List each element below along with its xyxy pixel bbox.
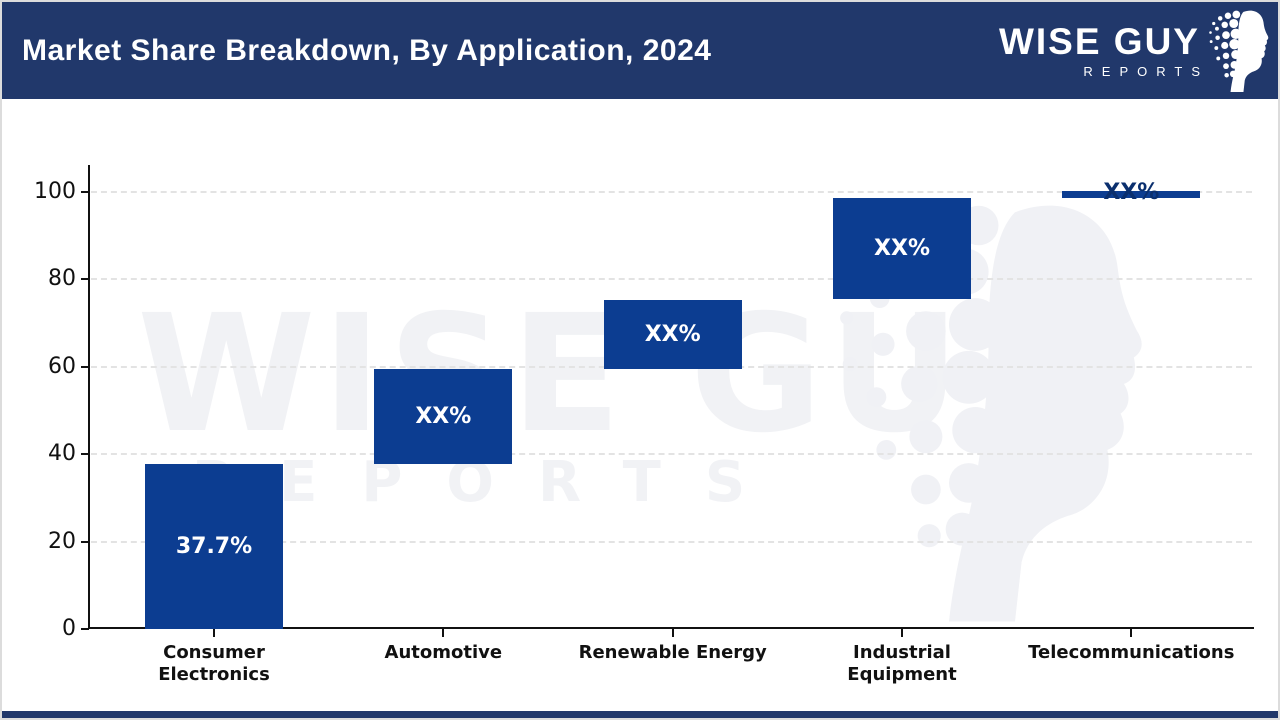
x-tick-consumer-electronics	[213, 629, 215, 637]
x-axis-label-telecommunications: Telecommunications	[1028, 642, 1235, 663]
gridline-100	[91, 191, 1252, 193]
y-tick-label-40: 40	[48, 441, 76, 467]
y-tick-60	[81, 365, 89, 368]
x-tick-telecommunications	[1130, 629, 1133, 637]
bar-telecommunications	[1062, 190, 1201, 199]
y-axis	[88, 165, 90, 629]
page-title: Market Share Breakdown, By Application, …	[22, 34, 712, 67]
y-tick-label-0: 0	[62, 616, 76, 641]
y-tick-label-60: 60	[48, 353, 76, 379]
header-bar: Market Share Breakdown, By Application, …	[2, 2, 1278, 99]
waterfall-chart: 0 20 40 60 80 100 37.7% Consumer Electronics XX%…	[2, 99, 1278, 715]
x-axis-label-consumer-electronics: Consumer Electronics	[158, 642, 270, 685]
bar-value-automotive: XX%	[415, 404, 472, 430]
x-axis	[88, 627, 1254, 629]
logo-text: WISE GUY REPORTS	[998, 20, 1200, 79]
bar-value-renewable-energy: XX%	[644, 321, 701, 347]
y-tick-20	[81, 540, 89, 543]
logo-head-icon	[1204, 8, 1270, 92]
y-tick-40	[81, 453, 89, 456]
gridline-20	[91, 540, 1252, 543]
x-axis-label-renewable-energy: Renewable Energy	[578, 642, 767, 663]
bar-industrial-equipment: XX%	[833, 198, 971, 300]
y-tick-80	[81, 278, 89, 281]
x-tick-renewable-energy	[671, 629, 674, 637]
logo-wordmark: WISE GUY	[998, 20, 1200, 62]
x-axis-label-industrial-equipment: Industrial Equipment	[847, 642, 957, 685]
bar-consumer-electronics: 37.7%	[145, 464, 283, 629]
footer-bar	[2, 711, 1278, 718]
logo-subtitle: REPORTS	[1083, 63, 1209, 79]
y-tick-100	[81, 191, 89, 193]
wise-guy-logo: WISE GUY REPORTS	[999, 8, 1270, 92]
x-tick-industrial-equipment	[901, 629, 903, 637]
y-tick-label-100: 100	[34, 179, 76, 204]
y-tick-label-20: 20	[48, 528, 76, 554]
bar-value-industrial-equipment: XX%	[874, 236, 930, 262]
x-tick-automotive	[442, 629, 445, 637]
y-tick-label-80: 80	[48, 266, 76, 292]
bar-automotive: XX%	[374, 369, 513, 465]
gridline-80	[91, 278, 1252, 281]
bar-value-consumer-electronics: 37.7%	[175, 534, 253, 560]
bar-value-telecommunications: XX%	[1103, 180, 1160, 206]
gridline-40	[91, 453, 1252, 456]
x-axis-label-automotive: Automotive	[384, 642, 503, 663]
y-tick-0	[81, 628, 89, 630]
bar-renewable-energy: XX%	[603, 299, 742, 370]
